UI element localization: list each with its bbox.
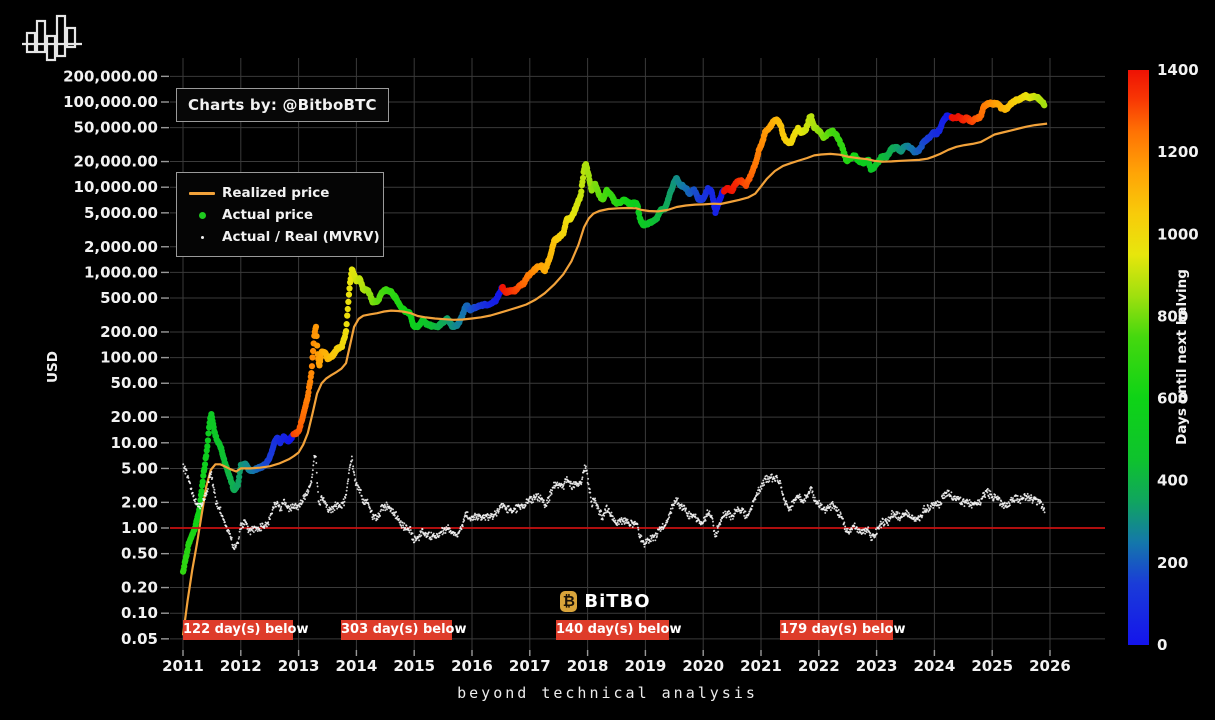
legend-label: Realized price (222, 185, 330, 201)
mvrv-below-annotation-1: 122 day(s) below (183, 620, 308, 640)
svg-text:600: 600 (1157, 390, 1188, 408)
svg-text:500.00: 500.00 (100, 289, 158, 307)
svg-text:200.00: 200.00 (100, 323, 158, 341)
legend: Realized price Actual price Actual / Rea… (176, 172, 384, 257)
svg-text:10,000.00: 10,000.00 (74, 178, 158, 196)
svg-text:100.00: 100.00 (100, 349, 158, 367)
svg-text:2.00: 2.00 (121, 493, 158, 511)
mvrv-below-annotation-3: 140 day(s) below (556, 620, 681, 640)
svg-text:5.00: 5.00 (121, 459, 158, 477)
svg-text:2024: 2024 (914, 657, 956, 675)
svg-text:400: 400 (1157, 472, 1188, 490)
svg-text:1,000.00: 1,000.00 (84, 263, 158, 281)
tagline-watermark: beyond technical analysis (457, 684, 758, 702)
svg-text:2022: 2022 (798, 657, 840, 675)
mvrv-dot-swatch (186, 235, 218, 239)
svg-text:2011: 2011 (162, 657, 204, 675)
svg-text:1000: 1000 (1157, 225, 1199, 243)
svg-text:50.00: 50.00 (111, 374, 158, 392)
svg-text:50,000.00: 50,000.00 (74, 119, 158, 137)
svg-text:Days until next halving: Days until next halving (1174, 269, 1190, 445)
svg-text:2014: 2014 (336, 657, 378, 675)
actual-price-dot-swatch (186, 211, 218, 219)
svg-text:0.20: 0.20 (121, 579, 158, 597)
svg-text:2018: 2018 (567, 657, 609, 675)
legend-item-actual-price: Actual price (186, 204, 374, 226)
svg-text:1200: 1200 (1157, 143, 1199, 161)
svg-text:20,000.00: 20,000.00 (74, 153, 158, 171)
svg-text:2016: 2016 (451, 657, 493, 675)
mvrv-below-annotation-2: 303 day(s) below (341, 620, 466, 640)
svg-text:2025: 2025 (971, 657, 1013, 675)
legend-item-realized-price: Realized price (186, 182, 374, 204)
svg-text:2012: 2012 (220, 657, 262, 675)
mvrv-below-annotation-4: 179 day(s) below (780, 620, 905, 640)
svg-text:2,000.00: 2,000.00 (84, 238, 158, 256)
svg-text:2021: 2021 (740, 657, 782, 675)
svg-text:2015: 2015 (393, 657, 435, 675)
svg-text:5,000.00: 5,000.00 (84, 204, 158, 222)
legend-label: Actual price (222, 207, 314, 223)
svg-text:1400: 1400 (1157, 61, 1199, 79)
svg-text:USD: USD (45, 351, 61, 383)
legend-label: Actual / Real (MVRV) (222, 229, 380, 245)
svg-text:2019: 2019 (625, 657, 667, 675)
svg-text:100,000.00: 100,000.00 (63, 93, 158, 111)
svg-text:0.10: 0.10 (121, 604, 158, 622)
svg-text:2017: 2017 (509, 657, 551, 675)
svg-text:2020: 2020 (682, 657, 724, 675)
charts-by-label: Charts by: @BitboBTC (176, 88, 389, 122)
svg-text:20.00: 20.00 (111, 408, 158, 426)
svg-text:0: 0 (1157, 636, 1167, 654)
svg-text:2026: 2026 (1029, 657, 1071, 675)
svg-text:2013: 2013 (278, 657, 320, 675)
svg-text:2023: 2023 (856, 657, 898, 675)
svg-text:1.00: 1.00 (121, 519, 158, 537)
svg-text:10.00: 10.00 (111, 434, 158, 452)
svg-text:200: 200 (1157, 554, 1188, 572)
realized-price-line-swatch (186, 191, 218, 195)
svg-text:800: 800 (1157, 307, 1188, 325)
brand-bars-icon (22, 14, 82, 62)
svg-text:200,000.00: 200,000.00 (63, 67, 158, 85)
svg-text:0.50: 0.50 (121, 545, 158, 563)
charts-by-text: Charts by: @BitboBTC (188, 96, 377, 114)
legend-item-mvrv: Actual / Real (MVRV) (186, 226, 380, 248)
svg-text:0.05: 0.05 (121, 630, 158, 648)
